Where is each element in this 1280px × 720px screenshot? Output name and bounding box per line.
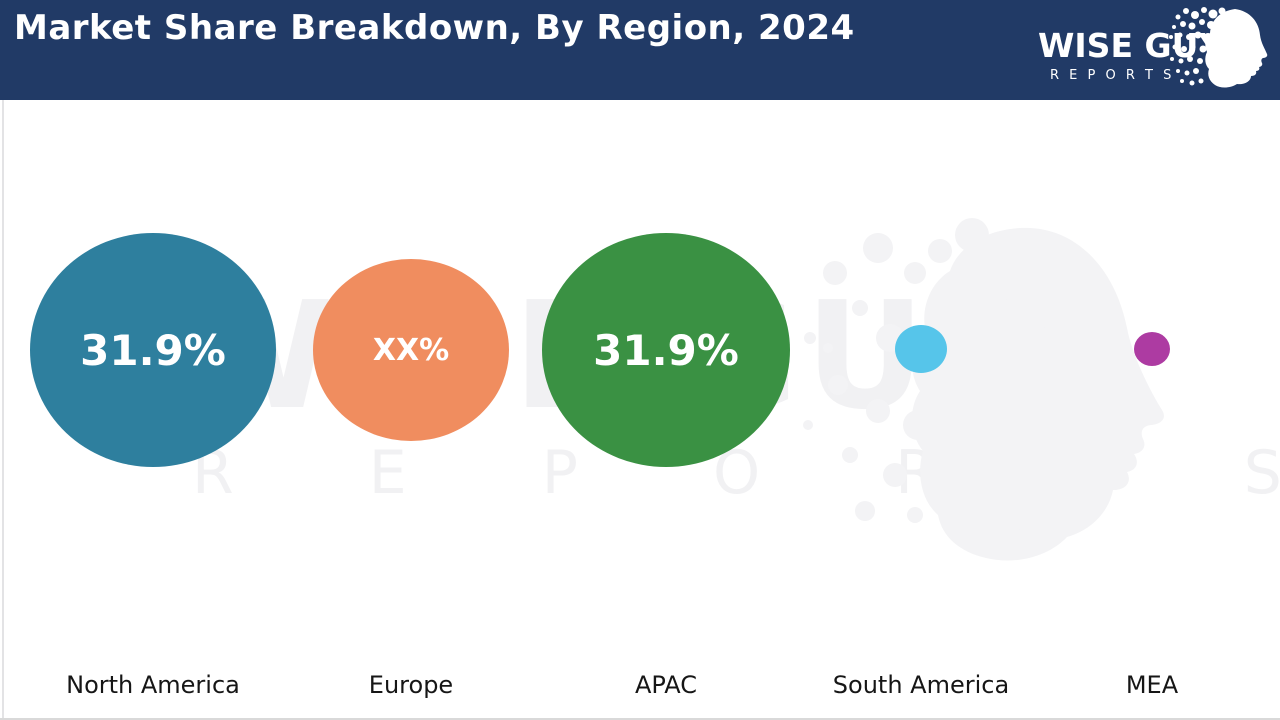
bubble-europe: XX%	[313, 259, 509, 441]
bubble-mea	[1134, 332, 1170, 366]
chart-bottom-border	[0, 717, 1280, 720]
bubble-value-label: 31.9%	[593, 325, 739, 375]
bubble-value-label: 31.9%	[80, 325, 226, 375]
category-label-apac: APAC	[634, 671, 698, 699]
logo-reports-text: R E P O R T S	[1050, 68, 1174, 83]
header-bar: Market Share Breakdown, By Region, 2024 …	[0, 0, 1280, 100]
category-label-north-america: North America	[66, 671, 240, 699]
bubble-south-america	[895, 325, 947, 373]
bubble-chart: WISE GUY R E P O R T S 31.9%North Americ…	[0, 100, 1280, 720]
bubble-value-label: XX%	[372, 332, 450, 368]
category-label-mea: MEA	[1125, 671, 1179, 699]
logo-wordmark: WISE GUY	[1038, 26, 1223, 65]
watermark-face-dots	[803, 218, 1164, 561]
wiseguy-logo: WISE GUY R E P O R T S	[1038, 7, 1268, 88]
category-label-europe: Europe	[368, 671, 454, 699]
page-title: Market Share Breakdown, By Region, 2024	[14, 8, 855, 48]
chart-left-border	[2, 100, 4, 718]
logo-face-dots-icon	[1169, 7, 1268, 88]
bubble-apac: 31.9%	[542, 233, 790, 467]
bubble-north-america: 31.9%	[30, 233, 276, 467]
category-label-south-america: South America	[832, 671, 1010, 699]
